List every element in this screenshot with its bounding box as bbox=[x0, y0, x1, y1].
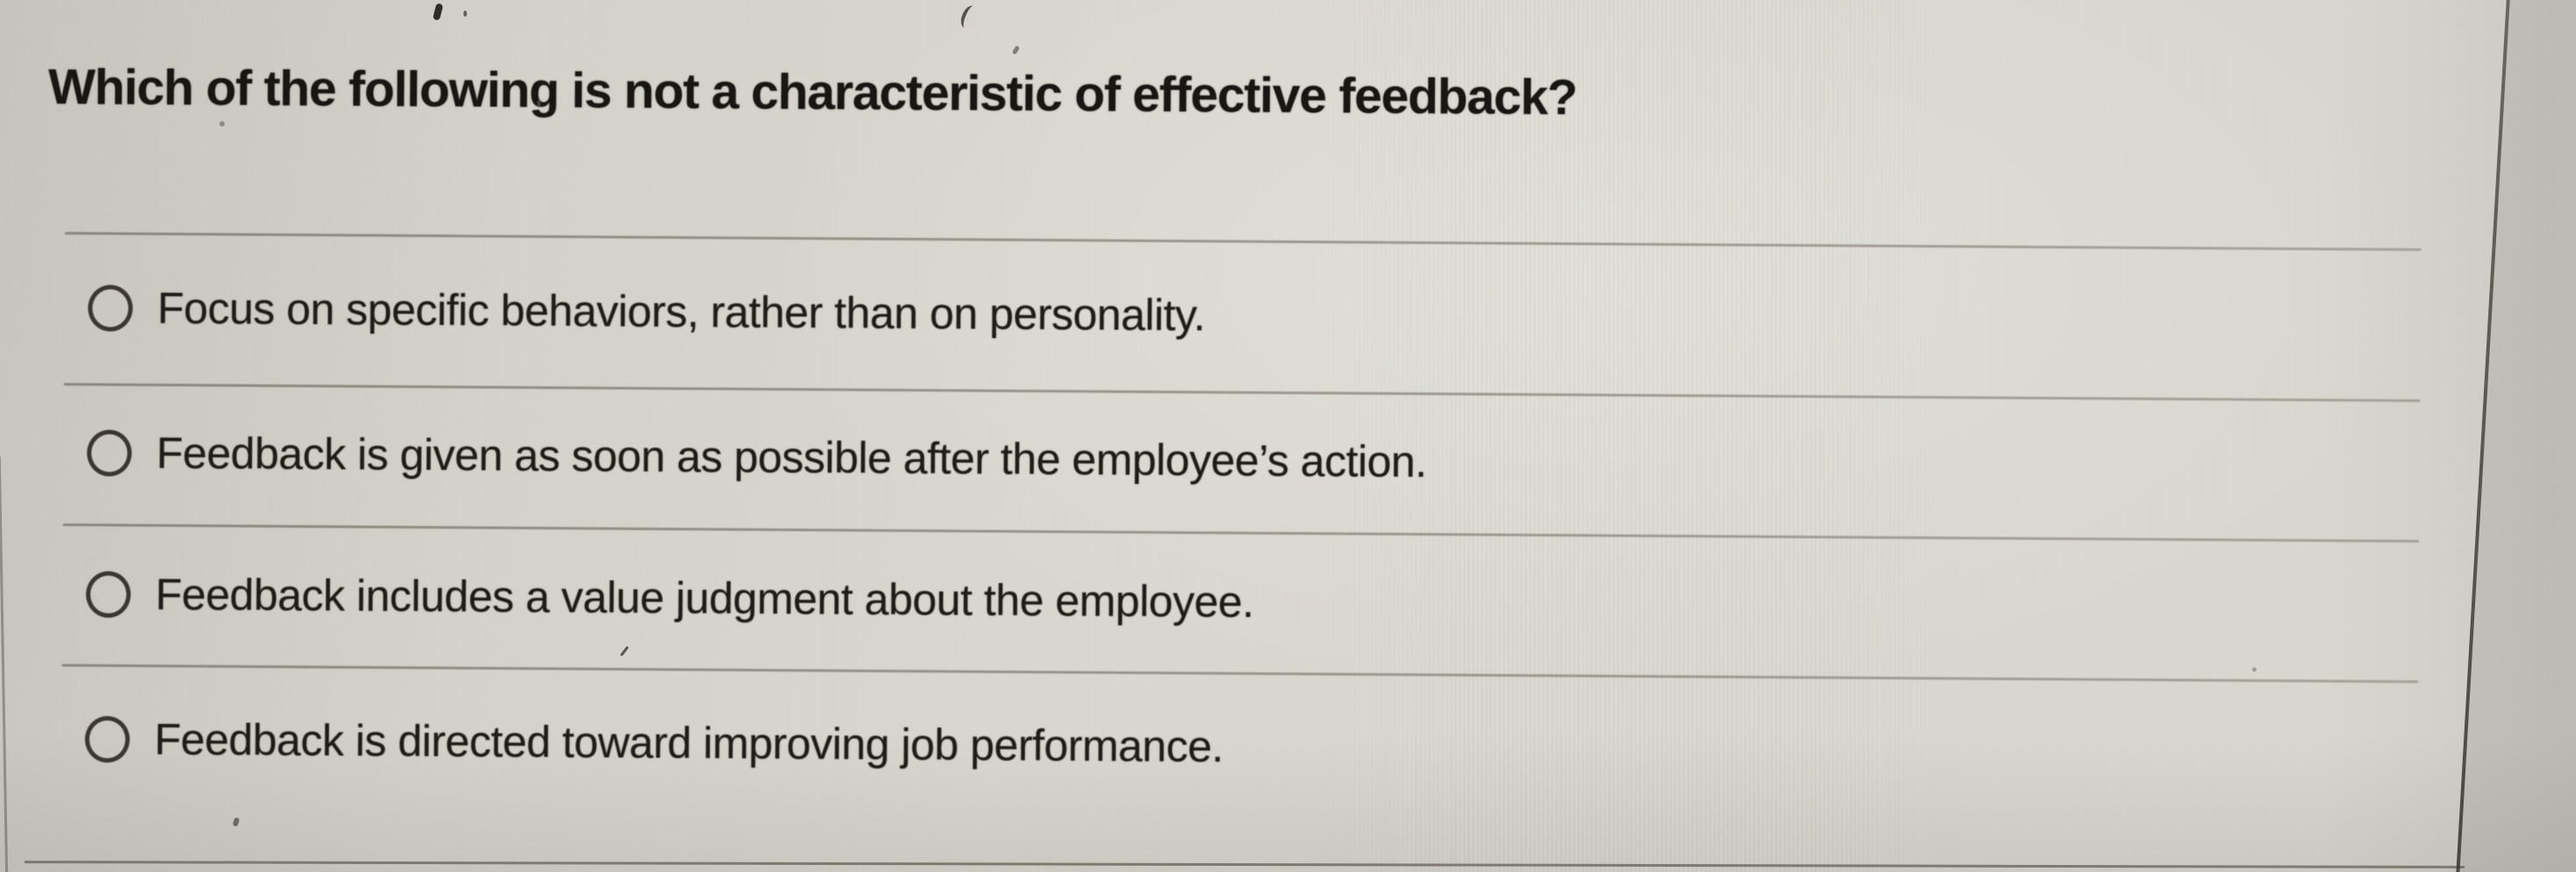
answer-option[interactable]: Feedback is given as soon as possible af… bbox=[0, 421, 2192, 499]
answer-option-label: Feedback includes a value judgment about… bbox=[154, 569, 1254, 627]
question-text: Which of the following is not a characte… bbox=[47, 58, 1577, 126]
radio-button-icon[interactable] bbox=[86, 429, 133, 477]
radio-button-icon[interactable] bbox=[84, 715, 131, 763]
answer-option-label: Focus on specific behaviors, rather than… bbox=[157, 283, 1206, 341]
divider bbox=[61, 664, 2419, 683]
radio-button-icon[interactable] bbox=[85, 570, 132, 618]
answer-option-label: Feedback is directed toward improving jo… bbox=[154, 714, 1224, 772]
divider bbox=[64, 232, 2422, 251]
answer-option[interactable]: Feedback includes a value judgment about… bbox=[0, 562, 2191, 640]
answer-option[interactable]: Feedback is directed toward improving jo… bbox=[0, 707, 2190, 785]
answer-option-label: Feedback is given as soon as possible af… bbox=[155, 428, 1427, 486]
divider bbox=[62, 523, 2420, 543]
radio-button-icon[interactable] bbox=[88, 284, 133, 332]
answer-option[interactable]: Focus on specific behaviors, rather than… bbox=[0, 276, 2192, 354]
divider bbox=[63, 383, 2421, 402]
